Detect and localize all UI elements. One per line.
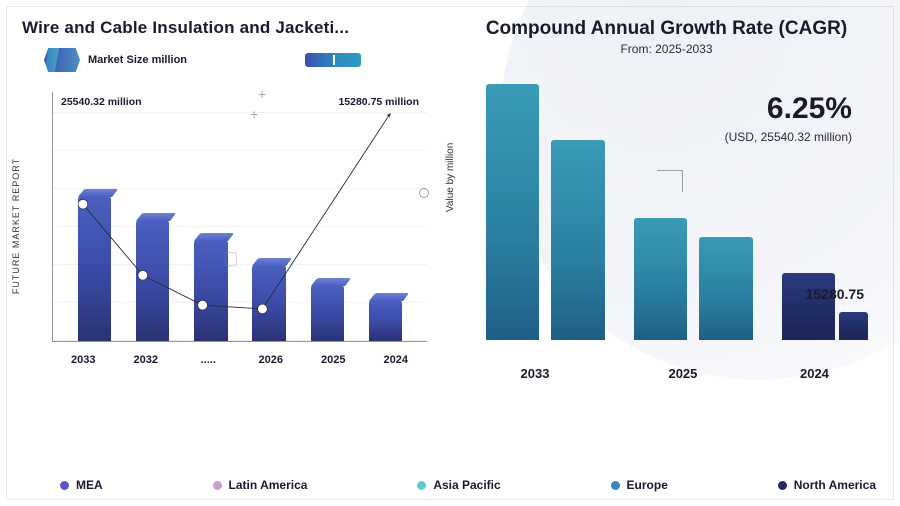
left-panel: Wire and Cable Insulation and Jacketi...… xyxy=(0,0,445,506)
dot-icon xyxy=(778,481,787,490)
x-tick: 2025 xyxy=(302,354,365,366)
region-item: Europe xyxy=(611,478,668,492)
end-value: 15280.75 xyxy=(806,286,864,302)
dot-icon xyxy=(611,481,620,490)
region-label: MEA xyxy=(76,478,103,492)
region-label: Latin America xyxy=(229,478,308,492)
region-item: Asia Pacific xyxy=(417,478,500,492)
x-tick: 2024 xyxy=(365,354,428,366)
bar xyxy=(634,218,687,340)
bar xyxy=(551,140,604,340)
dot-icon xyxy=(60,481,69,490)
right-subtitle: From: 2025-2033 xyxy=(451,42,882,56)
x-tick: 2025 xyxy=(668,366,697,381)
x-tick: 2033 xyxy=(52,354,115,366)
trend-line xyxy=(53,92,427,466)
region-item: Latin America xyxy=(213,478,308,492)
bar xyxy=(699,237,752,340)
bar xyxy=(486,84,539,340)
hexagon-icon xyxy=(44,48,80,72)
region-label: Asia Pacific xyxy=(433,478,500,492)
legend-label: Market Size million xyxy=(88,54,187,66)
x-tick: 2032 xyxy=(115,354,178,366)
left-legend: Market Size million xyxy=(44,48,439,72)
note-icon xyxy=(225,252,237,266)
dot-icon xyxy=(213,481,222,490)
x-tick: 2033 xyxy=(521,366,550,381)
bar xyxy=(839,312,868,340)
region-item: MEA xyxy=(60,478,103,492)
region-label: North America xyxy=(794,478,876,492)
region-label: Europe xyxy=(627,478,668,492)
gradient-chip-icon xyxy=(305,53,361,67)
bar xyxy=(782,273,835,340)
x-tick: 2024 xyxy=(800,366,829,381)
regions-legend: MEA Latin America Asia Pacific Europe North … xyxy=(60,478,876,492)
right-panel: Compound Annual Growth Rate (CAGR) From:… xyxy=(445,0,900,506)
ring-icon xyxy=(419,188,429,198)
container: Wire and Cable Insulation and Jacketi...… xyxy=(0,0,900,506)
left-plot-area: 25540.32 million 15280.75 million xyxy=(52,92,427,342)
right-chart: 6.25% (USD, 25540.32 million) 15280.75 2… xyxy=(451,62,882,372)
x-tick: 2026 xyxy=(240,354,303,366)
left-y-axis-label: FUTURE MARKET REPORT xyxy=(11,158,21,294)
left-title: Wire and Cable Insulation and Jacketi... xyxy=(22,18,439,38)
dot-icon xyxy=(417,481,426,490)
left-x-ticks: 20332032.....202620252024 xyxy=(52,354,427,366)
left-chart: FUTURE MARKET REPORT 25540.32 million 15… xyxy=(22,76,439,376)
x-tick: ..... xyxy=(177,354,240,366)
region-item: North America xyxy=(778,478,876,492)
right-title: Compound Annual Growth Rate (CAGR) xyxy=(451,18,882,40)
